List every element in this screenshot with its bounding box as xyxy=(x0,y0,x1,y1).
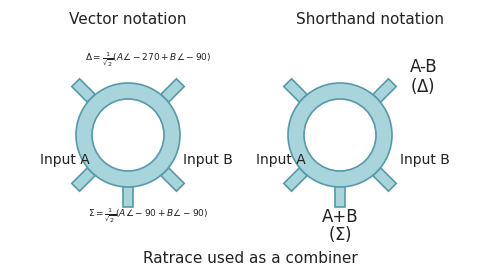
Ellipse shape xyxy=(288,83,392,187)
Polygon shape xyxy=(284,79,307,102)
Text: A+B: A+B xyxy=(322,208,358,226)
Text: Input A: Input A xyxy=(256,153,306,167)
Text: Input B: Input B xyxy=(400,153,450,167)
Text: $\Sigma=\frac{1}{\sqrt{2}}(A\angle-90+B\angle-90)$: $\Sigma=\frac{1}{\sqrt{2}}(A\angle-90+B\… xyxy=(88,206,208,224)
Polygon shape xyxy=(72,79,95,102)
Text: Input B: Input B xyxy=(183,153,233,167)
Bar xyxy=(123,185,133,207)
Text: Shorthand notation: Shorthand notation xyxy=(296,12,444,27)
Text: ($\Delta$): ($\Delta$) xyxy=(410,76,435,96)
Ellipse shape xyxy=(76,83,180,187)
Bar xyxy=(335,185,345,207)
Text: A-B: A-B xyxy=(410,58,438,76)
Text: ($\Sigma$): ($\Sigma$) xyxy=(328,224,352,244)
Polygon shape xyxy=(373,168,396,191)
Ellipse shape xyxy=(92,99,164,171)
Polygon shape xyxy=(284,168,307,191)
Text: $\Delta=\frac{1}{\sqrt{2}}(A\angle-270+B\angle-90)$: $\Delta=\frac{1}{\sqrt{2}}(A\angle-270+B… xyxy=(85,50,211,68)
Text: Ratrace used as a combiner: Ratrace used as a combiner xyxy=(142,251,358,266)
Polygon shape xyxy=(72,168,95,191)
Polygon shape xyxy=(161,79,184,102)
Text: Input A: Input A xyxy=(40,153,90,167)
Polygon shape xyxy=(161,168,184,191)
Polygon shape xyxy=(373,79,396,102)
Text: Vector notation: Vector notation xyxy=(69,12,187,27)
Ellipse shape xyxy=(304,99,376,171)
